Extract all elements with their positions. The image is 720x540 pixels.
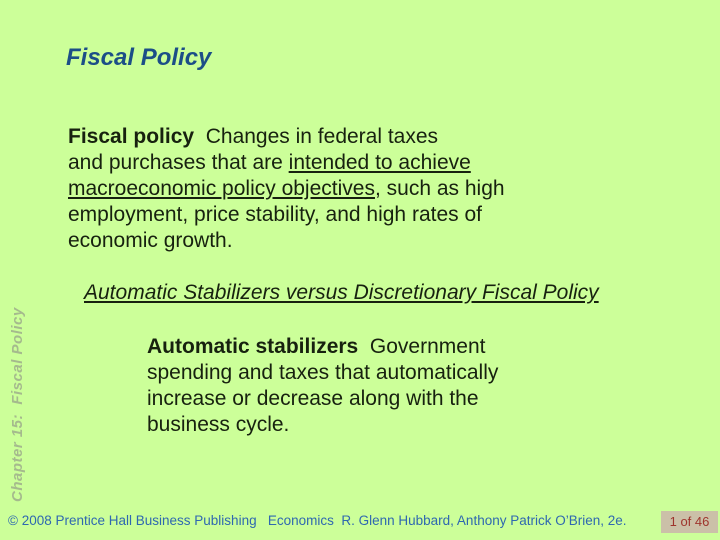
definition-text-after-underline: , such as high employment, price stabili… bbox=[68, 177, 505, 252]
slide-title: Fiscal Policy bbox=[66, 44, 212, 71]
definition-underlined-phrase: intended to achieve macroeconomic policy… bbox=[68, 151, 471, 200]
page-number-badge: 1 of 46 bbox=[661, 511, 718, 533]
chapter-sidebar-label: Chapter 15: Fiscal Policy bbox=[9, 307, 26, 502]
definition-text-before-underline: Changes in federal taxes and purchases t… bbox=[68, 125, 439, 174]
section-heading: Automatic Stabilizers versus Discretiona… bbox=[84, 281, 599, 304]
footer-copyright: © 2008 Prentice Hall Business Publishing… bbox=[8, 513, 627, 528]
fiscal-policy-definition: Fiscal policy Changes in federal taxes a… bbox=[68, 124, 598, 254]
stabilizers-text: Government spending and taxes that autom… bbox=[147, 335, 499, 436]
definition-term: Fiscal policy bbox=[68, 125, 195, 148]
automatic-stabilizers-definition: Automatic stabilizers Government spendin… bbox=[147, 334, 587, 438]
stabilizers-term: Automatic stabilizers bbox=[147, 335, 359, 358]
